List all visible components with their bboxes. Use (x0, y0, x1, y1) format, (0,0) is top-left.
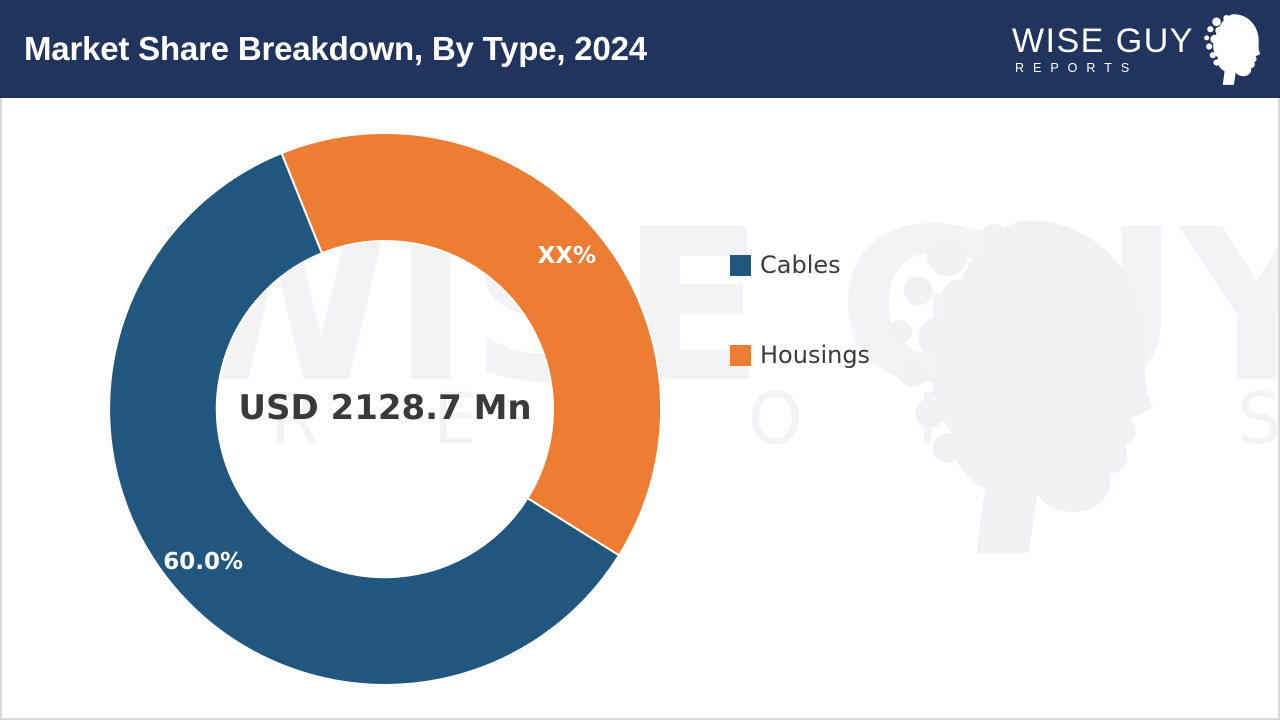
donut-center-value: USD 2128.7 Mn (238, 388, 532, 428)
page-title: Market Share Breakdown, By Type, 2024 (24, 30, 647, 67)
brand-name: WISE GUY (1011, 21, 1194, 60)
legend-label: Housings (760, 341, 871, 369)
slice-label-1: XX% (537, 243, 597, 270)
watermark-head-profile-icon (889, 220, 1154, 553)
legend-label: Cables (760, 251, 841, 279)
legend-item-housings: Housings (730, 341, 870, 369)
brand-logo-text: WISE GUY REPORTS (1012, 24, 1194, 75)
pie-slice-0 (108, 152, 621, 686)
chart-legend: Cables Housings (730, 251, 870, 431)
chart-canvas: WISE GUY R E P O R T S 60.0% XX% USD 212… (0, 98, 1280, 720)
brand-subtitle: REPORTS (1014, 60, 1139, 75)
donut-chart (108, 131, 663, 686)
legend-swatch (730, 344, 751, 366)
header-bar: Market Share Breakdown, By Type, 2024 WI… (0, 0, 1280, 98)
slice-label-0: 60.0% (163, 548, 244, 575)
head-profile-dots-icon (1204, 14, 1261, 85)
legend-item-cables: Cables (730, 251, 870, 279)
pie-slice-1 (280, 131, 663, 557)
legend-swatch (730, 254, 751, 276)
brand-logo: WISE GUY REPORTS (1012, 11, 1266, 87)
